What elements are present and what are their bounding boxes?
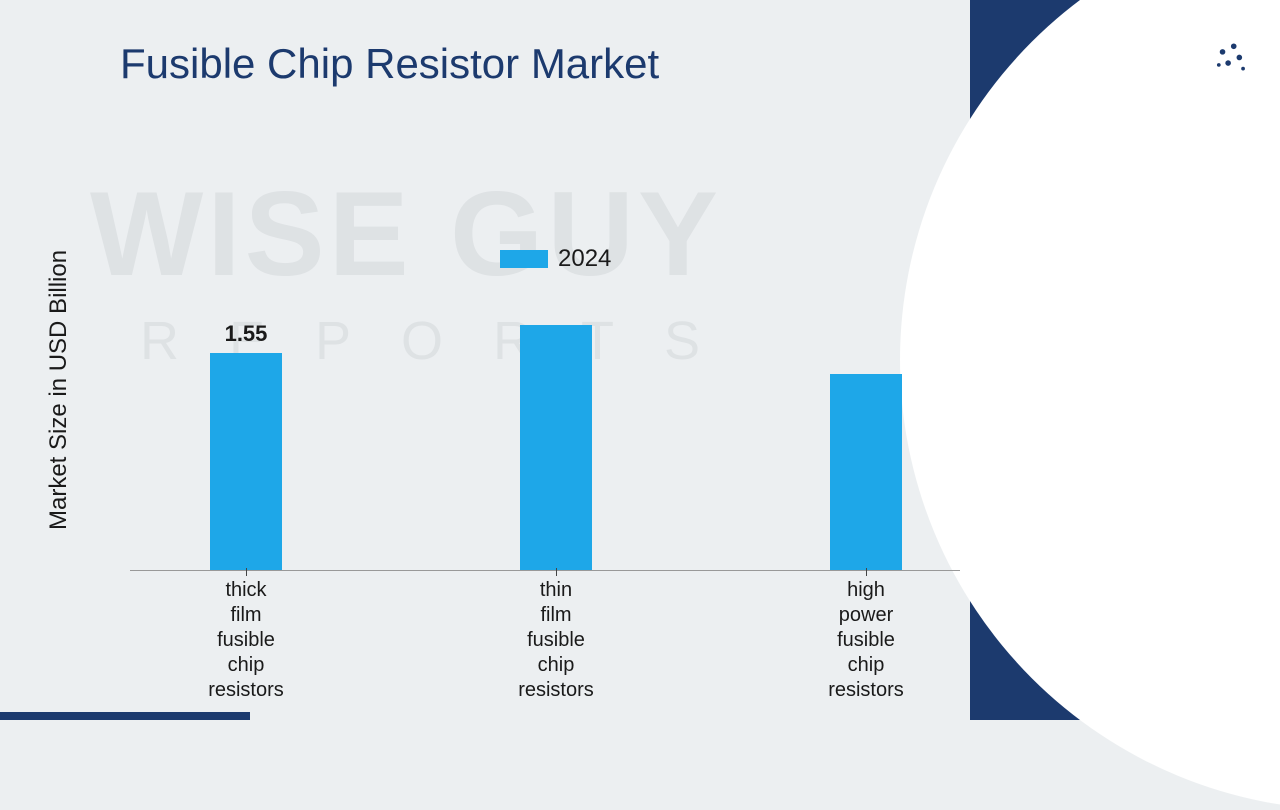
x-tick <box>866 568 867 576</box>
bar-value-label: 1.55 <box>186 321 306 347</box>
brain-head-icon <box>1202 31 1258 97</box>
footer-accent-bar <box>0 712 250 720</box>
y-axis-label: Market Size in USD Billion <box>45 250 73 530</box>
x-tick <box>246 568 247 576</box>
legend-swatch <box>500 250 548 268</box>
chart-plot-area: 1.55thickfilmfusiblechipresistorsthinfil… <box>130 290 960 570</box>
chart-baseline <box>130 570 960 571</box>
x-tick <box>556 568 557 576</box>
x-axis-label: highpowerfusiblechipresistors <box>786 578 946 703</box>
legend-label: 2024 <box>558 245 611 273</box>
chart-title: Fusible Chip Resistor Market <box>120 40 659 88</box>
chart-canvas: WISE GUY REPORTS Fusible Chip Resistor M… <box>0 0 1280 720</box>
bar <box>210 353 282 570</box>
bar <box>520 325 592 570</box>
legend: 2024 <box>500 245 611 273</box>
x-axis-label: thinfilmfusiblechipresistors <box>476 578 636 703</box>
x-axis-label: thickfilmfusiblechipresistors <box>166 578 326 703</box>
bar <box>830 374 902 570</box>
watermark-main: WISE GUY <box>90 165 722 303</box>
brand-logo: WISE GUY REPORTS <box>1054 25 1250 79</box>
